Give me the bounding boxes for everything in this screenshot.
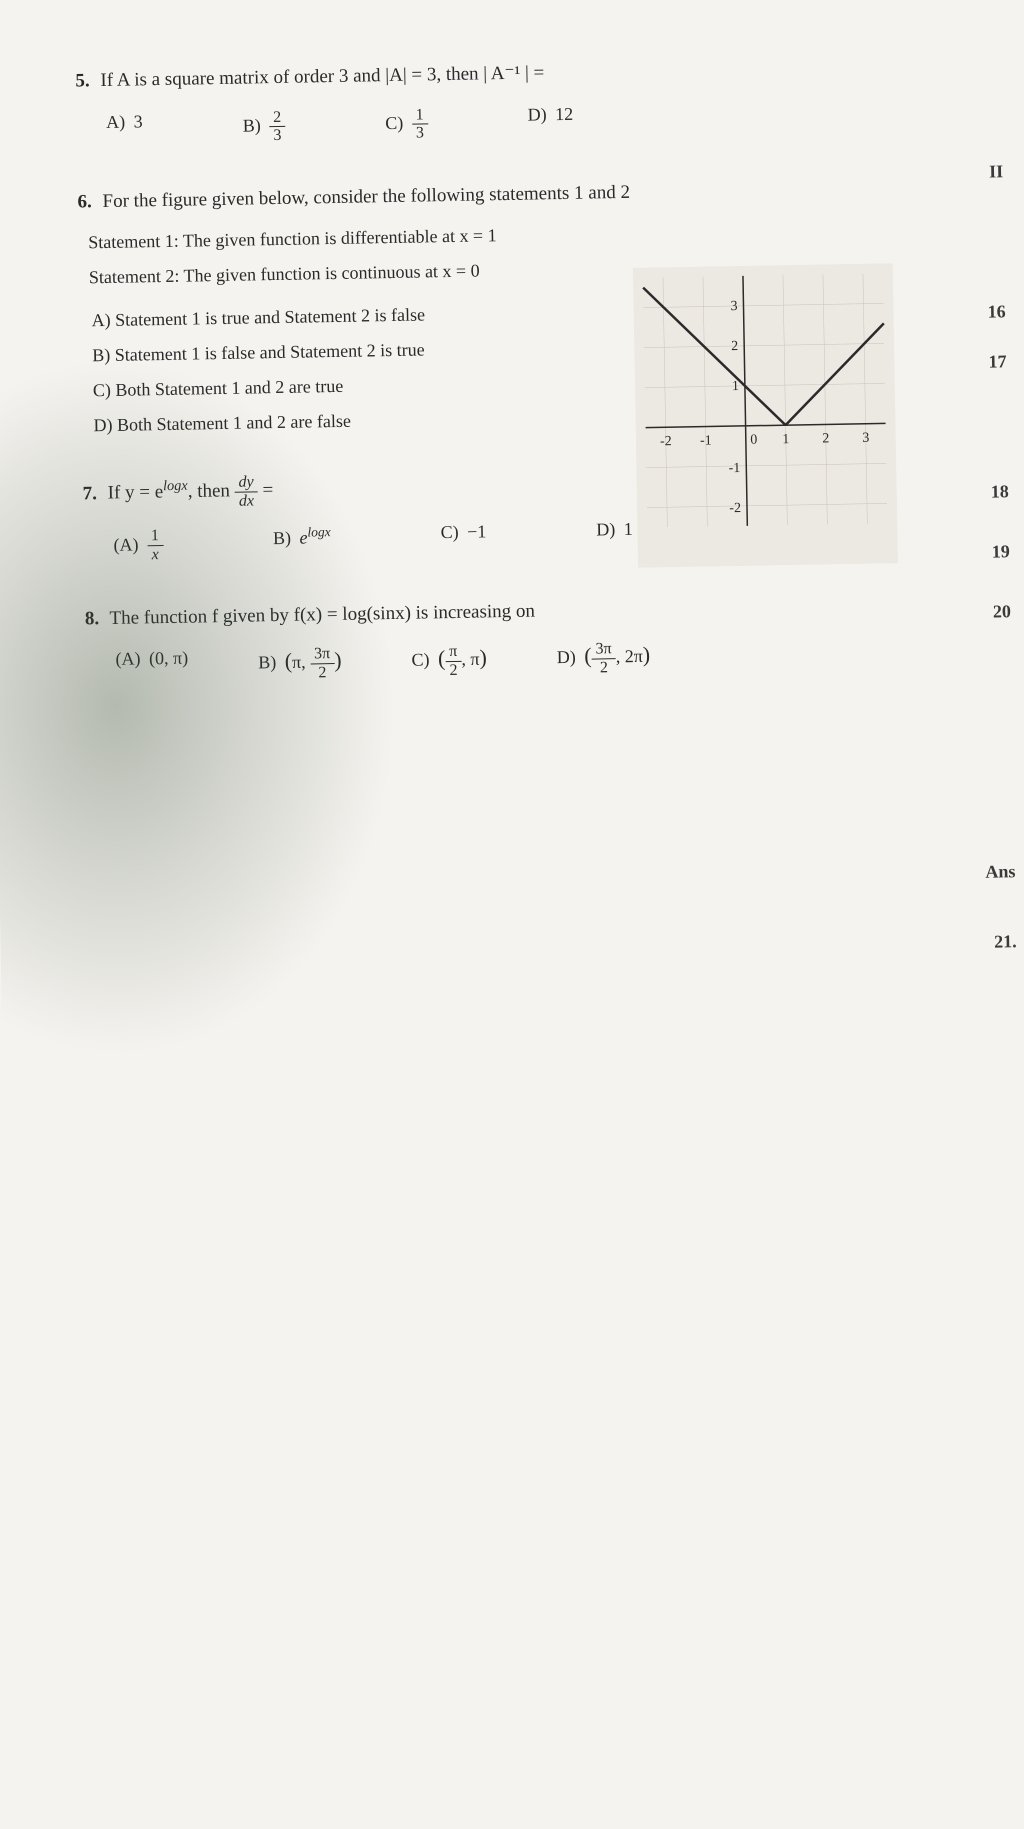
q5-option-a: A) 3 — [106, 111, 143, 148]
q8-option-a: (A) (0, π) — [115, 648, 188, 685]
margin-text-8: 21. — [994, 931, 1017, 952]
question-5-text: 5. If A is a square matrix of order 3 an… — [75, 52, 959, 96]
margin-text-4: 18 — [991, 481, 1009, 502]
margin-text-6: 20 — [993, 601, 1011, 622]
q7-option-c: C) −1 — [440, 522, 486, 559]
q8-option-b: B) (π, 3π 2 ) — [258, 645, 342, 683]
svg-text:2: 2 — [822, 431, 829, 446]
svg-text:3: 3 — [730, 299, 737, 314]
svg-text:-2: -2 — [729, 501, 741, 516]
question-8-text: 8. The function f given by f(x) = log(si… — [85, 590, 969, 634]
question-6-text: 6. For the figure given below, consider … — [77, 173, 961, 217]
q6-graph: -2 -1 0 1 2 3 3 2 1 -1 -2 — [633, 263, 898, 567]
q8-body: The function f given by f(x) = log(sinx)… — [109, 600, 535, 628]
svg-text:0: 0 — [750, 433, 757, 448]
margin-text-7: Ans — [985, 861, 1015, 883]
q8-options: (A) (0, π) B) (π, 3π 2 ) C) ( π 2 , π) D… — [115, 634, 970, 685]
question-8: 8. The function f given by f(x) = log(si… — [85, 590, 970, 686]
q5-number: 5. — [75, 70, 90, 91]
margin-text-1: II — [989, 161, 1003, 182]
q5-option-c: C) 1 3 — [385, 106, 428, 143]
margin-text-3: 17 — [988, 351, 1006, 372]
margin-text-2: 16 — [987, 301, 1005, 322]
q7-number: 7. — [82, 483, 97, 504]
q8-option-d: D) ( 3π 2 , 2π) — [557, 640, 651, 678]
q7-option-b: B) elogx — [273, 524, 331, 561]
q5-options: A) 3 B) 2 3 C) 1 3 D) 12 — [106, 97, 961, 148]
graph-svg: -2 -1 0 1 2 3 3 2 1 -1 -2 — [633, 263, 898, 567]
q7-option-d: D) 1 — [596, 519, 633, 556]
q6-number: 6. — [77, 191, 92, 212]
q8-option-c: C) ( π 2 , π) — [411, 642, 487, 679]
question-5: 5. If A is a square matrix of order 3 an… — [75, 52, 960, 148]
svg-text:-1: -1 — [729, 461, 741, 476]
q7-option-a: (A) 1 x — [113, 527, 163, 564]
svg-text:-1: -1 — [700, 433, 712, 448]
svg-text:2: 2 — [731, 339, 738, 354]
q5-body: If A is a square matrix of order 3 and |… — [100, 62, 544, 91]
svg-text:1: 1 — [732, 379, 739, 394]
q5-option-d: D) 12 — [527, 103, 573, 140]
q6-statement-1: Statement 1: The given function is diffe… — [88, 217, 962, 253]
q6-body: For the figure given below, consider the… — [102, 182, 630, 212]
q8-number: 8. — [85, 608, 100, 629]
photo-shadow — [0, 352, 402, 1059]
q5-option-b: B) 2 3 — [242, 108, 285, 145]
svg-text:-2: -2 — [660, 434, 672, 449]
margin-text-5: 19 — [992, 541, 1010, 562]
svg-text:1: 1 — [782, 432, 789, 447]
svg-text:3: 3 — [862, 431, 869, 446]
